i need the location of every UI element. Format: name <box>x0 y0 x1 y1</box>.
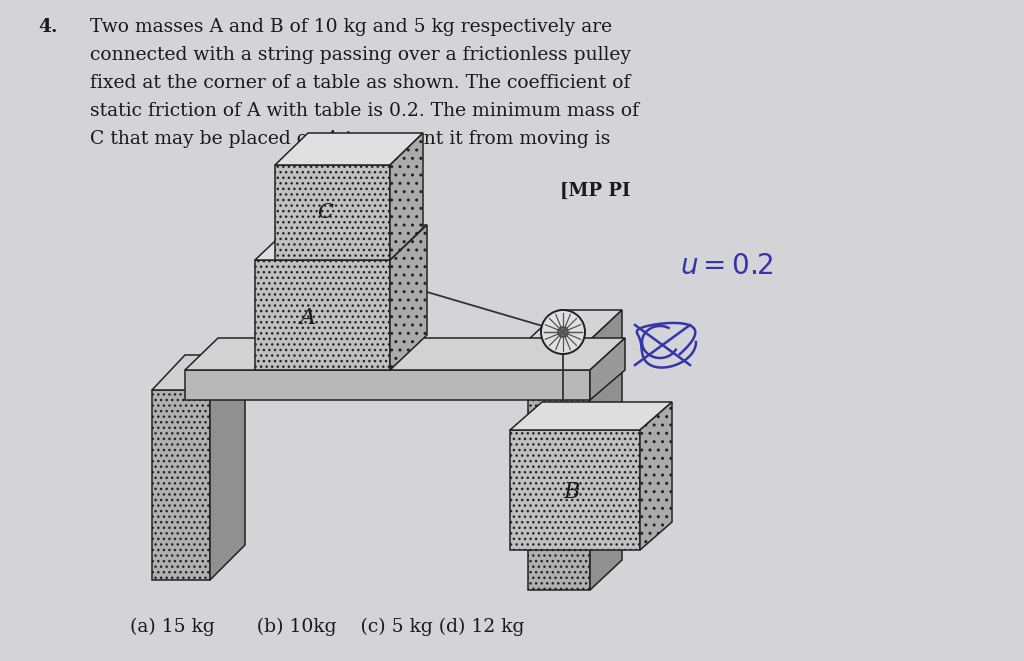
Text: (a) 15 kg       (b) 10kg    (c) 5 kg (d) 12 kg: (a) 15 kg (b) 10kg (c) 5 kg (d) 12 kg <box>130 618 524 637</box>
Text: static friction of A with table is 0.2. The minimum mass of: static friction of A with table is 0.2. … <box>90 102 639 120</box>
Polygon shape <box>528 310 622 340</box>
Text: C: C <box>317 204 333 223</box>
Polygon shape <box>152 355 245 390</box>
Polygon shape <box>210 355 245 580</box>
Polygon shape <box>510 430 640 550</box>
Polygon shape <box>255 225 427 260</box>
Polygon shape <box>528 340 590 590</box>
Text: Two masses A and B of 10 kg and 5 kg respectively are: Two masses A and B of 10 kg and 5 kg res… <box>90 18 612 36</box>
Polygon shape <box>510 402 672 430</box>
Circle shape <box>558 327 568 337</box>
Polygon shape <box>152 390 210 580</box>
Text: A: A <box>300 307 316 329</box>
Circle shape <box>541 310 585 354</box>
Text: connected with a string passing over a frictionless pulley: connected with a string passing over a f… <box>90 46 631 64</box>
Polygon shape <box>185 338 625 370</box>
Text: C that may be placed on A to prevent it from moving is: C that may be placed on A to prevent it … <box>90 130 610 148</box>
Polygon shape <box>590 310 622 590</box>
Polygon shape <box>275 165 390 260</box>
Polygon shape <box>590 338 625 400</box>
Polygon shape <box>640 402 672 550</box>
Polygon shape <box>390 133 423 260</box>
Polygon shape <box>390 225 427 370</box>
Text: B: B <box>564 481 581 503</box>
Polygon shape <box>275 133 423 165</box>
Polygon shape <box>185 370 590 400</box>
Text: [MP PI: [MP PI <box>560 182 631 200</box>
Polygon shape <box>255 260 390 370</box>
Text: $u=0.2$: $u=0.2$ <box>680 252 773 280</box>
Text: fixed at the corner of a table as shown. The coefficient of: fixed at the corner of a table as shown.… <box>90 74 631 92</box>
Text: 4.: 4. <box>38 18 57 36</box>
